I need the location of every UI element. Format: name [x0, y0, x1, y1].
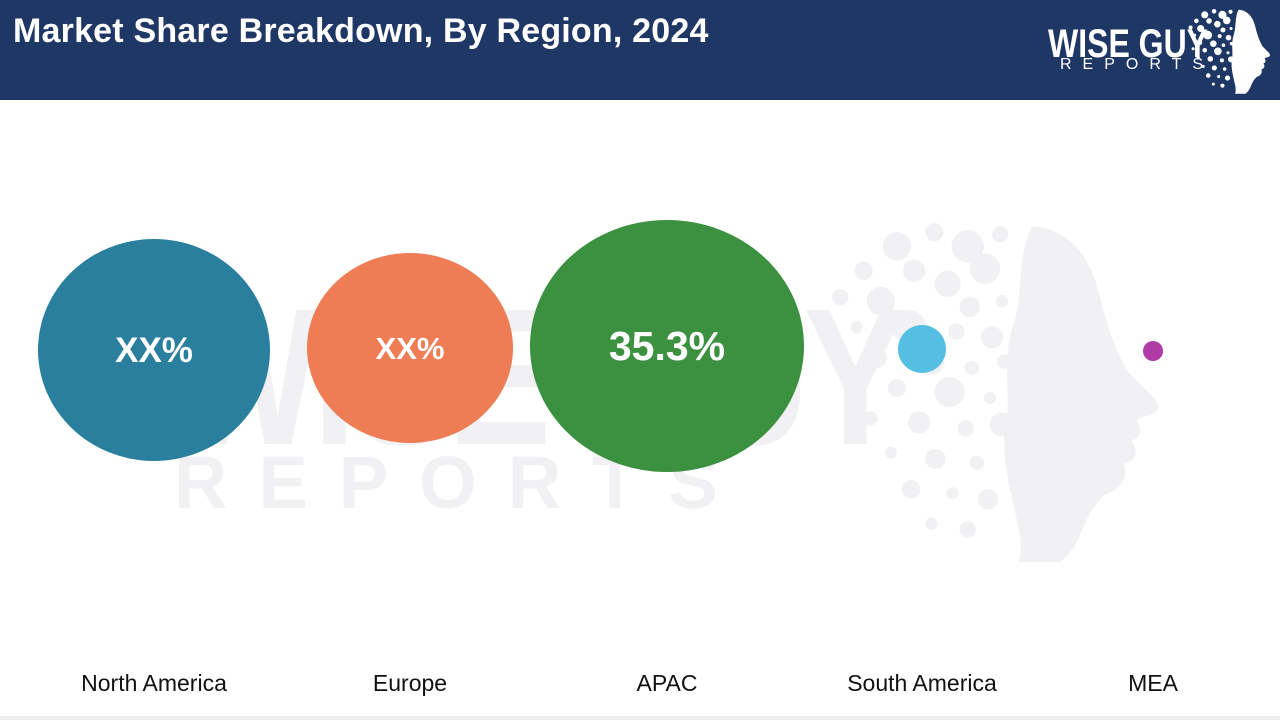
- brand-head-shape: [1188, 9, 1271, 94]
- watermark-head-shape: [832, 223, 1159, 562]
- bubble-value-label-apac: 35.3%: [608, 322, 726, 369]
- category-label-mea: MEA: [1128, 670, 1178, 696]
- bubble-apac: 35.3%: [530, 220, 804, 472]
- brand-logo-name: WISE GUY: [1048, 22, 1209, 66]
- bubble-north-america: XX%: [38, 239, 270, 461]
- brand-logo: WISE GUY REPORTS: [1040, 0, 1280, 100]
- bubble-south-america: [898, 325, 946, 373]
- bubble-value-label-north-america: XX%: [115, 330, 193, 370]
- brand-logo-subtitle: REPORTS: [1060, 56, 1215, 73]
- watermark-head-icon: [832, 223, 1159, 562]
- header-bar: Market Share Breakdown, By Region, 2024 …: [0, 0, 1280, 100]
- category-label-europe: Europe: [372, 670, 448, 696]
- bottom-divider: [0, 716, 1280, 720]
- bubble-mea: [1143, 341, 1163, 361]
- category-label-apac: APAC: [636, 670, 698, 696]
- bubble-value-label-europe: XX%: [375, 330, 445, 366]
- category-label-north-america: North America: [81, 670, 227, 696]
- brand-head-icon: [1188, 9, 1271, 94]
- category-label-south-america: South America: [847, 670, 997, 696]
- page-title: Market Share Breakdown, By Region, 2024: [13, 12, 709, 50]
- bubble-europe: XX%: [307, 253, 513, 443]
